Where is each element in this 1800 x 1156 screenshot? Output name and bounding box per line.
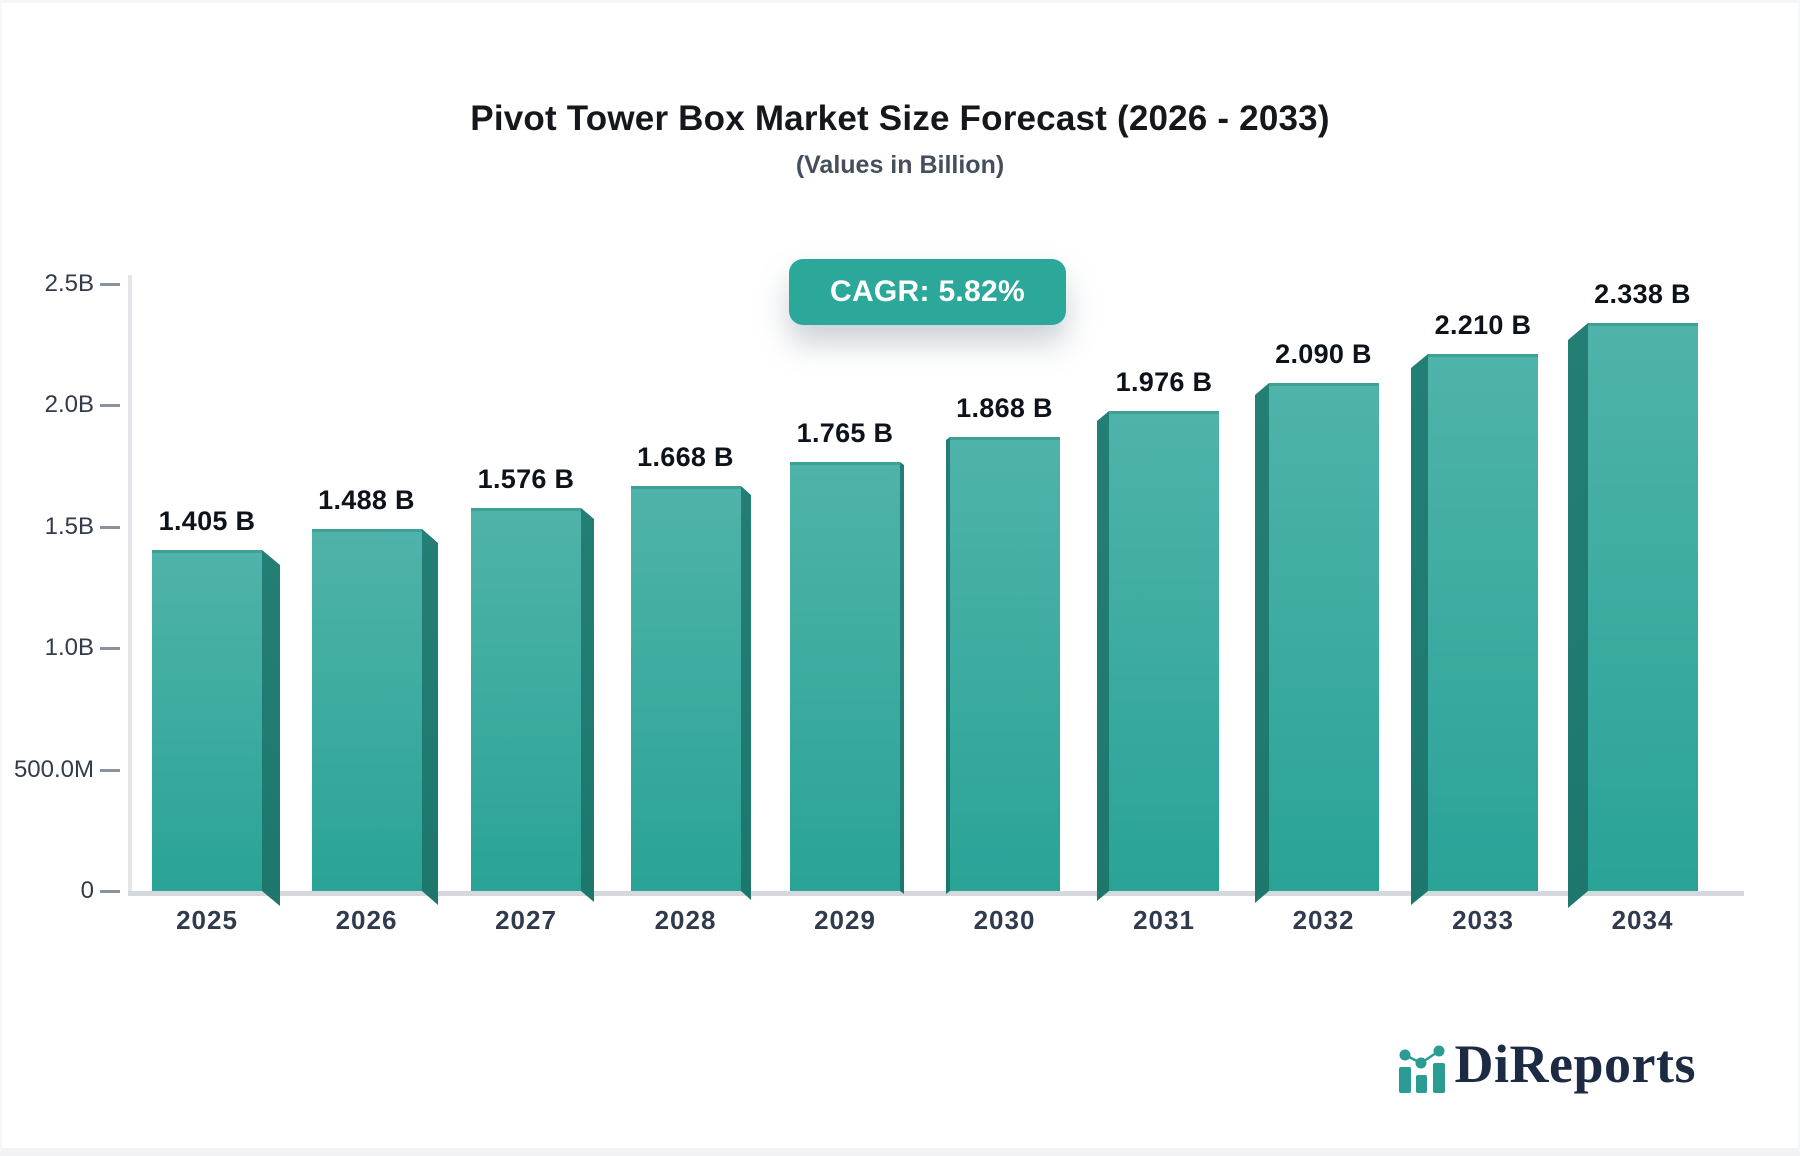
bar-2032[interactable] (1268, 383, 1379, 891)
bar-value-label: 2.338 B (1594, 279, 1691, 309)
y-axis-tick (100, 404, 120, 407)
chart-title: Pivot Tower Box Market Size Forecast (20… (470, 99, 1330, 138)
bar-value-label: 1.976 B (1115, 367, 1213, 397)
bar-value-label: 2.090 B (1275, 339, 1372, 369)
y-axis-tick (100, 525, 120, 529)
x-axis-label: 2028 (654, 905, 717, 935)
y-axis-tick-label: 500.0M (13, 755, 94, 783)
bar-side-face (1567, 323, 1588, 908)
chart-subtitle: (Values in Billion) (795, 151, 1005, 179)
y-axis-tick-label: 1.5B (44, 512, 94, 540)
x-axis-label: 2025 (176, 905, 238, 935)
bar-value-label: 2.210 B (1434, 310, 1532, 340)
bar-2028[interactable] (630, 486, 741, 891)
bar-side-face (421, 529, 438, 905)
bar-value-label: 1.576 B (477, 464, 575, 494)
bar-side-face (1097, 411, 1109, 901)
bar-2033[interactable] (1428, 354, 1538, 891)
bar-value-label: 1.668 B (637, 442, 734, 472)
x-axis-label: 2032 (1292, 905, 1355, 935)
bar-side-face (1254, 383, 1269, 903)
y-axis-tick (100, 282, 120, 286)
logo-text: DiReports (1454, 1034, 1696, 1094)
y-axis-tick (100, 890, 120, 893)
bar-side-face (262, 550, 280, 906)
bar-2025[interactable] (152, 550, 262, 891)
cagr-badge: CAGR: 5.82% (789, 259, 1066, 325)
y-axis-tick-label: 2.5B (44, 269, 94, 297)
bar-side-face (900, 462, 904, 894)
x-axis-label: 2031 (1133, 905, 1195, 935)
bar-value-label: 1.765 B (796, 418, 894, 448)
bar-line-chart-icon (1398, 1045, 1445, 1093)
x-axis-label: 2026 (335, 905, 398, 935)
bar-value-label: 1.868 B (956, 393, 1053, 423)
bar-2027[interactable] (471, 508, 581, 891)
y-axis-tick-label: 0 (80, 877, 94, 904)
bar-2029[interactable] (790, 462, 900, 891)
bar-2031[interactable] (1109, 411, 1219, 891)
x-axis-label: 2030 (973, 905, 1036, 935)
x-axis-label: 2033 (1452, 905, 1514, 935)
direports-logo: DiReports (1397, 1033, 1696, 1095)
y-axis-tick-label: 2.0B (44, 391, 94, 418)
bar-value-label: 1.488 B (318, 485, 415, 515)
y-axis-tick (100, 647, 120, 650)
bar-value-label: 1.405 B (158, 506, 256, 536)
bar-2026[interactable] (311, 529, 422, 891)
x-axis-label: 2027 (495, 905, 557, 935)
y-axis-tick (100, 768, 120, 772)
x-axis-label: 2029 (814, 905, 876, 935)
plot-area: 0 500.0M 1.0B 1.5B 2.0B 2.5B 1.405 B 2025 1.488 … (2, 3, 1798, 1148)
bar-side-face (740, 486, 751, 900)
bar-2034[interactable] (1587, 323, 1698, 891)
x-axis-label: 2034 (1611, 905, 1674, 935)
bar-2030[interactable] (949, 437, 1060, 891)
bar-side-face (1411, 354, 1428, 905)
y-axis-line (128, 275, 132, 893)
bar-side-face (581, 508, 594, 902)
y-axis-tick-label: 1.0B (44, 634, 94, 661)
x-axis-line (128, 891, 1744, 896)
